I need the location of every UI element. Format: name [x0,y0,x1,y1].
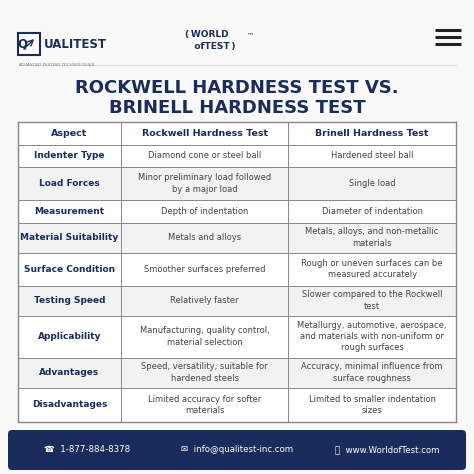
Text: Diamond cone or steel ball: Diamond cone or steel ball [148,151,261,160]
Bar [121,388,288,422]
Bar [18,316,121,357]
Text: Aspect: Aspect [51,129,88,138]
Text: Surface Condition: Surface Condition [24,264,115,273]
Bar [288,316,456,357]
Bar [121,222,288,253]
Text: BRINELL HARDNESS TEST: BRINELL HARDNESS TEST [109,99,365,117]
Bar [121,357,288,388]
FancyBboxPatch shape [8,430,466,470]
Text: Metallurgy, automotive, aerospace,
and materials with non-uniform or
rough surfa: Metallurgy, automotive, aerospace, and m… [297,320,447,353]
Text: ™: ™ [247,32,254,38]
Text: ☎  1-877-884-8378: ☎ 1-877-884-8378 [44,446,130,455]
Text: Q: Q [17,37,27,51]
Text: Disadvantages: Disadvantages [32,400,107,409]
Bar [121,122,288,145]
Text: Limited to smaller indentation
sizes: Limited to smaller indentation sizes [309,394,436,415]
Text: Smoother surfaces preferred: Smoother surfaces preferred [144,264,265,273]
Bar [288,200,456,222]
Text: Manufacturing, quality control,
material selection: Manufacturing, quality control, material… [140,326,269,346]
Text: Speed, versatility, suitable for
hardened steels: Speed, versatility, suitable for hardene… [141,362,268,383]
Bar [18,357,121,388]
Text: Indenter Type: Indenter Type [34,151,105,160]
Bar [288,167,456,200]
Text: ⓘ  www.WorldofTest.com: ⓘ www.WorldofTest.com [335,446,439,455]
Text: Depth of indentation: Depth of indentation [161,207,248,216]
Text: Limited accuracy for softer
materials: Limited accuracy for softer materials [148,394,261,415]
Text: Material Suitability: Material Suitability [20,233,118,242]
Text: ADVANCED TESTING TECHNOLOGIES: ADVANCED TESTING TECHNOLOGIES [18,63,94,67]
Text: Slower compared to the Rockwell
test: Slower compared to the Rockwell test [302,290,442,311]
Text: Rockwell Hardness Test: Rockwell Hardness Test [142,129,268,138]
Text: Testing Speed: Testing Speed [34,296,105,305]
Bar [18,253,121,285]
Text: Brinell Hardness Test: Brinell Hardness Test [315,129,429,138]
Bar [18,388,121,422]
Bar [121,285,288,316]
Bar [18,145,121,167]
Text: Applicability: Applicability [38,332,101,341]
Bar [288,122,456,145]
Text: Advantages: Advantages [39,368,100,377]
Text: ROCKWELL HARDNESS TEST VS.: ROCKWELL HARDNESS TEST VS. [75,79,399,97]
Bar [18,200,121,222]
Text: Minor preliminary load followed
by a major load: Minor preliminary load followed by a maj… [138,173,271,194]
Text: Diameter of indentation: Diameter of indentation [322,207,423,216]
Bar [18,167,121,200]
Text: Load Forces: Load Forces [39,179,100,188]
Text: ✉  info@qualitest-inc.com: ✉ info@qualitest-inc.com [181,446,293,455]
Bar [18,285,121,316]
Text: Accuracy, minimal influence from
surface roughness: Accuracy, minimal influence from surface… [301,362,443,383]
Bar [288,222,456,253]
Bar [18,122,121,145]
Text: Metals and alloys: Metals and alloys [168,233,241,242]
Bar [288,388,456,422]
Bar [288,357,456,388]
Bar [121,316,288,357]
Text: Metals, alloys, and non-metallic
materials: Metals, alloys, and non-metallic materia… [305,227,439,248]
Bar [18,33,40,55]
Bar [288,285,456,316]
Text: Rough or uneven surfaces can be
measured accurately: Rough or uneven surfaces can be measured… [301,259,443,279]
Bar [121,167,288,200]
Bar [18,222,121,253]
Bar [121,253,288,285]
Text: ( WORLD
   ​ofTEST ): ( WORLD ​ofTEST ) [185,30,236,51]
Bar [121,145,288,167]
Text: Hardened steel ball: Hardened steel ball [331,151,413,160]
Bar [121,200,288,222]
Text: Measurement: Measurement [35,207,105,216]
Text: Relatively faster: Relatively faster [170,296,239,305]
Bar [288,253,456,285]
Text: Single load: Single load [349,179,395,188]
Text: UALITEST: UALITEST [44,37,107,51]
Bar [288,145,456,167]
